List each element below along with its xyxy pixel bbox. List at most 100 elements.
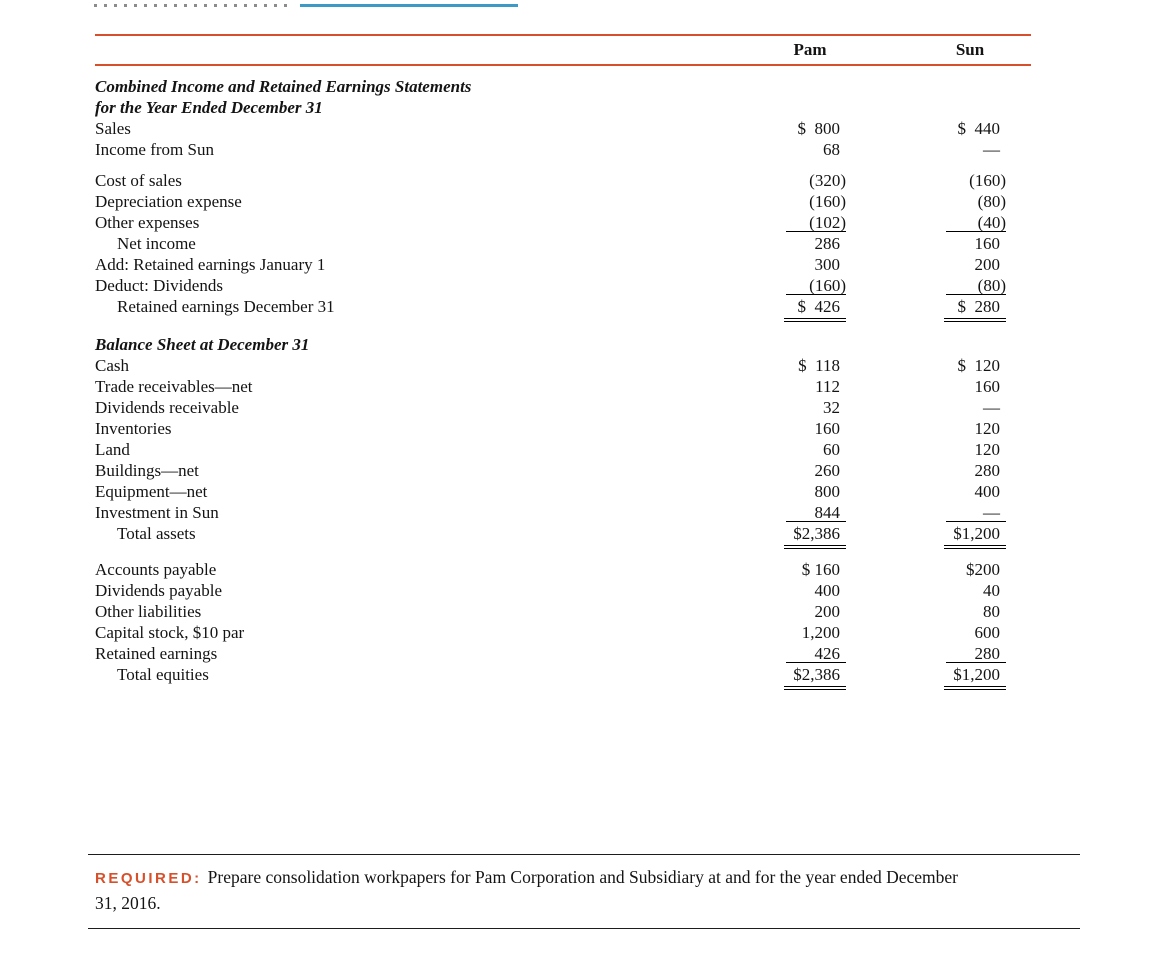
- table-row: Equipment—net 800 400: [95, 481, 1031, 502]
- sun-value: 120: [974, 419, 1001, 438]
- sun-value: 400: [974, 482, 1001, 501]
- statement-body: Combined Income and Retained Earnings St…: [95, 66, 1031, 690]
- table-row: Add: Retained earnings January 1 300 200: [95, 254, 1031, 275]
- pam-value: 200: [814, 602, 841, 621]
- row-label: Land: [95, 440, 130, 459]
- row-label: Other expenses: [95, 213, 200, 232]
- row-label: Dividends payable: [95, 581, 222, 600]
- table-row: Net income 286 160: [95, 233, 1031, 254]
- pam-value: 1,200: [801, 623, 840, 642]
- table-row: Retained earnings December 31 $ 426 $ 280: [95, 296, 1031, 322]
- sun-value: 200: [974, 255, 1001, 274]
- table-row: Other liabilities 200 80: [95, 601, 1031, 622]
- required-bottom-rule: [88, 928, 1080, 929]
- required-paragraph: REQUIRED: Prepare consolidation workpaper…: [95, 865, 975, 916]
- pam-value: (102): [774, 212, 846, 233]
- row-label: Total assets: [117, 524, 196, 543]
- pam-value: 426: [774, 643, 846, 664]
- header-rule: [95, 64, 1031, 66]
- row-label: Capital stock, $10 par: [95, 623, 245, 642]
- pam-value: (320): [809, 171, 846, 190]
- sun-value: $1,200: [934, 523, 1006, 549]
- row-label: Trade receivables—net: [95, 377, 253, 396]
- required-section: REQUIRED: Prepare consolidation workpaper…: [88, 854, 1080, 929]
- pam-value: $ 426: [774, 296, 846, 322]
- column-header-pam: Pam: [793, 40, 827, 59]
- row-label: Total equities: [117, 665, 209, 684]
- table-row: Retained earnings 426 280: [95, 643, 1031, 664]
- row-label: Income from Sun: [95, 140, 214, 159]
- pam-value: $ 118: [798, 356, 840, 375]
- sun-value: —: [983, 398, 1000, 417]
- pam-value: 112: [815, 377, 840, 396]
- clipped-link[interactable]: [300, 4, 518, 7]
- table-row: Total assets $2,386 $1,200: [95, 523, 1031, 549]
- row-label: Deduct: Dividends: [95, 276, 223, 295]
- row-label: Cash: [95, 356, 129, 375]
- pam-value: $2,386: [774, 523, 846, 549]
- sun-value: $200: [966, 560, 1000, 579]
- sun-value: 600: [974, 623, 1001, 642]
- sun-value: —: [983, 140, 1000, 159]
- row-label: Inventories: [95, 419, 172, 438]
- pam-value: (160): [809, 192, 846, 211]
- sun-value: 80: [983, 602, 1000, 621]
- sun-value: 40: [983, 581, 1000, 600]
- pam-value: 260: [814, 461, 841, 480]
- pam-value: 60: [823, 440, 840, 459]
- table-row: Total equities $2,386 $1,200: [95, 664, 1031, 690]
- pam-value: $2,386: [774, 664, 846, 690]
- sun-value: (80): [934, 275, 1006, 296]
- row-label: Net income: [117, 234, 196, 253]
- pam-value: 800: [814, 482, 841, 501]
- pam-value: 68: [823, 140, 840, 159]
- table-row: Investment in Sun 844 —: [95, 502, 1031, 523]
- column-header-sun: Sun: [955, 40, 985, 59]
- sun-value: $ 440: [957, 119, 1001, 138]
- pam-value: $ 160: [801, 560, 840, 579]
- required-label: REQUIRED:: [95, 870, 202, 887]
- pam-value: 400: [814, 581, 841, 600]
- sun-value: 280: [974, 461, 1001, 480]
- row-label: Cost of sales: [95, 171, 182, 190]
- table-row: Dividends receivable 32 —: [95, 397, 1031, 418]
- row-label: Buildings—net: [95, 461, 199, 480]
- table-row: Accounts payable $ 160 $200: [95, 559, 1031, 580]
- row-label: Equipment—net: [95, 482, 208, 501]
- table-row: Buildings—net 260 280: [95, 460, 1031, 481]
- row-label: Other liabilities: [95, 602, 202, 621]
- sun-value: 280: [934, 643, 1006, 664]
- table-row: Inventories 160 120: [95, 418, 1031, 439]
- pam-value: (160): [774, 275, 846, 296]
- row-label: Accounts payable: [95, 560, 217, 579]
- sun-value: 160: [974, 234, 1001, 253]
- sun-value: $1,200: [934, 664, 1006, 690]
- pam-value: 844: [774, 502, 846, 523]
- pam-value: 160: [814, 419, 841, 438]
- table-row: Land 60 120: [95, 439, 1031, 460]
- row-label: Retained earnings: [95, 644, 218, 663]
- table-top-rule: [95, 34, 1031, 36]
- sun-value: $ 120: [957, 356, 1001, 375]
- row-label: Depreciation expense: [95, 192, 242, 211]
- table-row: Capital stock, $10 par 1,200 600: [95, 622, 1031, 643]
- pam-value: 300: [814, 255, 841, 274]
- table-row: Trade receivables—net 112 160: [95, 376, 1031, 397]
- section-heading: Balance Sheet at December 31: [95, 335, 310, 354]
- row-label: Dividends receivable: [95, 398, 239, 417]
- sun-value: (40): [934, 212, 1006, 233]
- sun-value: —: [934, 502, 1006, 523]
- sun-value: 120: [974, 440, 1001, 459]
- sun-value: 160: [974, 377, 1001, 396]
- row-label: Retained earnings December 31: [117, 297, 335, 316]
- pam-value: 286: [814, 234, 841, 253]
- row-label: Add: Retained earnings January 1: [95, 255, 326, 274]
- pam-value: $ 800: [797, 119, 841, 138]
- table-row: Depreciation expense (160) (80): [95, 191, 1031, 212]
- sun-value: (160): [969, 171, 1006, 190]
- table-row: Income from Sun 68 —: [95, 139, 1031, 160]
- required-text: Prepare consolidation workpapers for Pam…: [95, 867, 958, 913]
- row-label: Investment in Sun: [95, 503, 219, 522]
- table-row: Deduct: Dividends (160) (80): [95, 275, 1031, 296]
